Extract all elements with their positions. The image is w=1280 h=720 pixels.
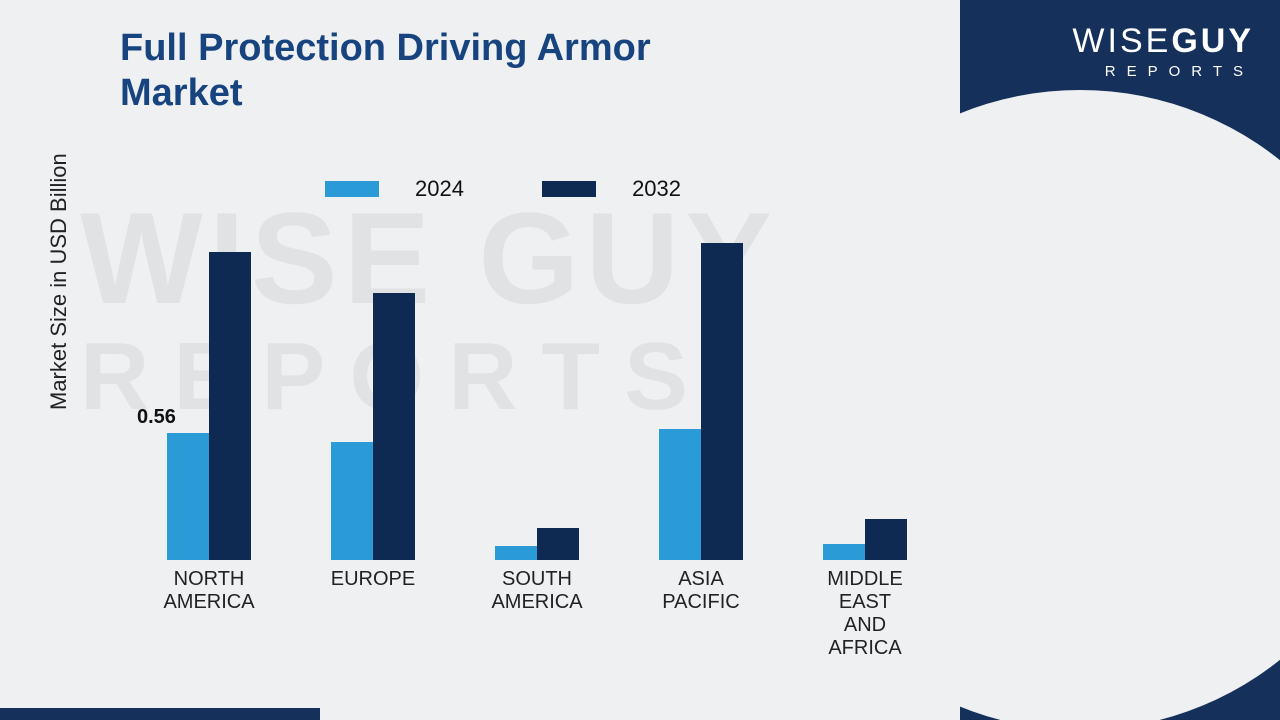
brand-logo: WISEGUY REPORTS: [1072, 22, 1254, 80]
bar-group: SOUTHAMERICA: [462, 220, 612, 560]
legend-item-2032: 2032: [542, 176, 705, 202]
brand-word-2: GUY: [1171, 22, 1254, 60]
legend-swatch-2032: [542, 181, 596, 197]
legend-label-2032: 2032: [632, 176, 681, 202]
bar-group: ASIAPACIFIC: [626, 220, 776, 560]
legend: 2024 2032: [80, 176, 950, 203]
plot-area: NORTHAMERICA0.56EUROPESOUTHAMERICAASIAPA…: [134, 220, 950, 560]
bar-group: EUROPE: [298, 220, 448, 560]
legend-item-2024: 2024: [325, 176, 488, 202]
bar-2024: [331, 442, 373, 560]
bar-chart: 2024 2032 Market Size in USD Billion NOR…: [80, 180, 950, 660]
category-label: ASIAPACIFIC: [626, 560, 776, 614]
bar-2032: [865, 519, 907, 560]
category-label: NORTHAMERICA: [134, 560, 284, 614]
legend-label-2024: 2024: [415, 176, 464, 202]
brand-word-1: WISE: [1072, 22, 1171, 60]
category-label: SOUTHAMERICA: [462, 560, 612, 614]
bar-group: NORTHAMERICA0.56: [134, 220, 284, 560]
bar-2024: [823, 544, 865, 560]
category-label: EUROPE: [298, 560, 448, 591]
bar-2032: [537, 528, 579, 560]
bar-2024: [495, 546, 537, 560]
chart-title: Full Protection Driving Armor Market: [120, 26, 740, 116]
bar-2024: [659, 429, 701, 560]
bottom-accent-bar: [0, 708, 320, 720]
bar-2032: [209, 252, 251, 560]
brand-subline: REPORTS: [1072, 63, 1254, 80]
bar-2032: [373, 293, 415, 560]
bar-group: MIDDLEEASTANDAFRICA: [790, 220, 940, 560]
bar-value-label: 0.56: [137, 406, 176, 429]
category-label: MIDDLEEASTANDAFRICA: [790, 560, 940, 660]
chart-canvas: WISEGUY REPORTS Full Protection Driving …: [0, 0, 1280, 720]
bar-2032: [701, 243, 743, 560]
y-axis-label: Market Size in USD Billion: [46, 153, 72, 410]
legend-swatch-2024: [325, 181, 379, 197]
bar-2024: [167, 433, 209, 560]
